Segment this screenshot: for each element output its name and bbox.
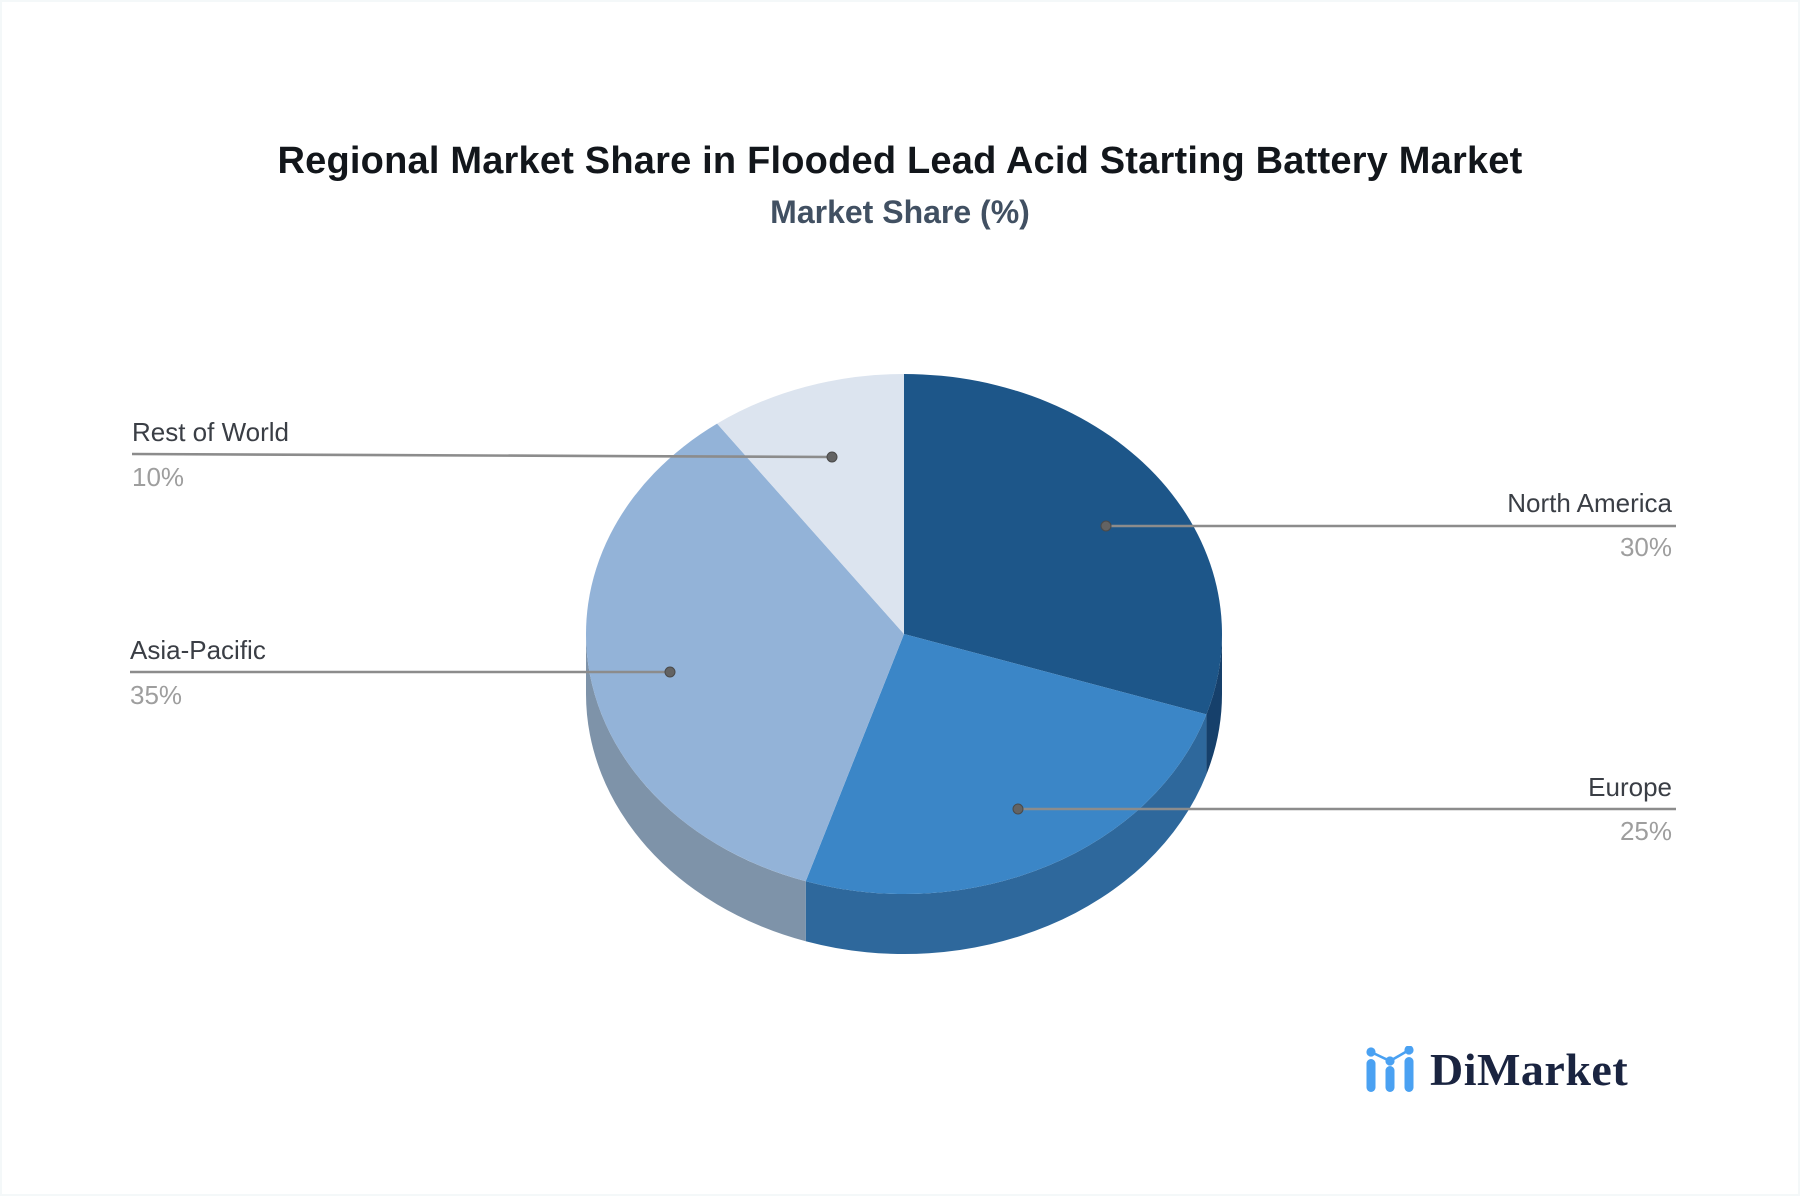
dimarket-logo-icon — [1366, 1046, 1414, 1092]
slice-label: Europe — [1588, 772, 1672, 802]
slice-percent: 10% — [132, 462, 185, 492]
pie-slice-side — [1206, 634, 1222, 775]
callout-dot — [826, 451, 838, 463]
callout-dot — [1100, 520, 1112, 532]
callout-asia-pacific: Asia-Pacific 35% — [130, 635, 266, 710]
pie-slice — [717, 374, 904, 634]
dimarket-logo-text: DiMarket — [1430, 1044, 1629, 1095]
pie-slice — [585, 423, 904, 882]
dimarket-logo: DiMarket — [1364, 1042, 1629, 1095]
callout-europe: Europe 25% — [1588, 772, 1672, 846]
pie-slice-side — [586, 634, 806, 942]
callout-rest-of-world: Rest of World 10% — [132, 417, 289, 492]
slice-label: North America — [1507, 488, 1672, 518]
callout-north-america: North America 30% — [1507, 488, 1672, 562]
slice-percent: 25% — [1619, 816, 1672, 846]
pie-slice — [904, 374, 1222, 715]
slice-percent: 35% — [130, 680, 183, 710]
slice-label: Asia-Pacific — [130, 635, 266, 665]
callout-line — [131, 452, 833, 459]
chart-title: Regional Market Share in Flooded Lead Ac… — [277, 140, 1523, 182]
callout-dot — [664, 666, 676, 678]
callout-dot — [1012, 803, 1024, 815]
slice-percent: 30% — [1619, 532, 1672, 562]
pie-slice — [805, 634, 1207, 895]
chart-subtitle: Market Share (%) — [770, 194, 1030, 230]
pie-slice-side — [805, 714, 1207, 955]
slice-label: Rest of World — [132, 417, 290, 447]
